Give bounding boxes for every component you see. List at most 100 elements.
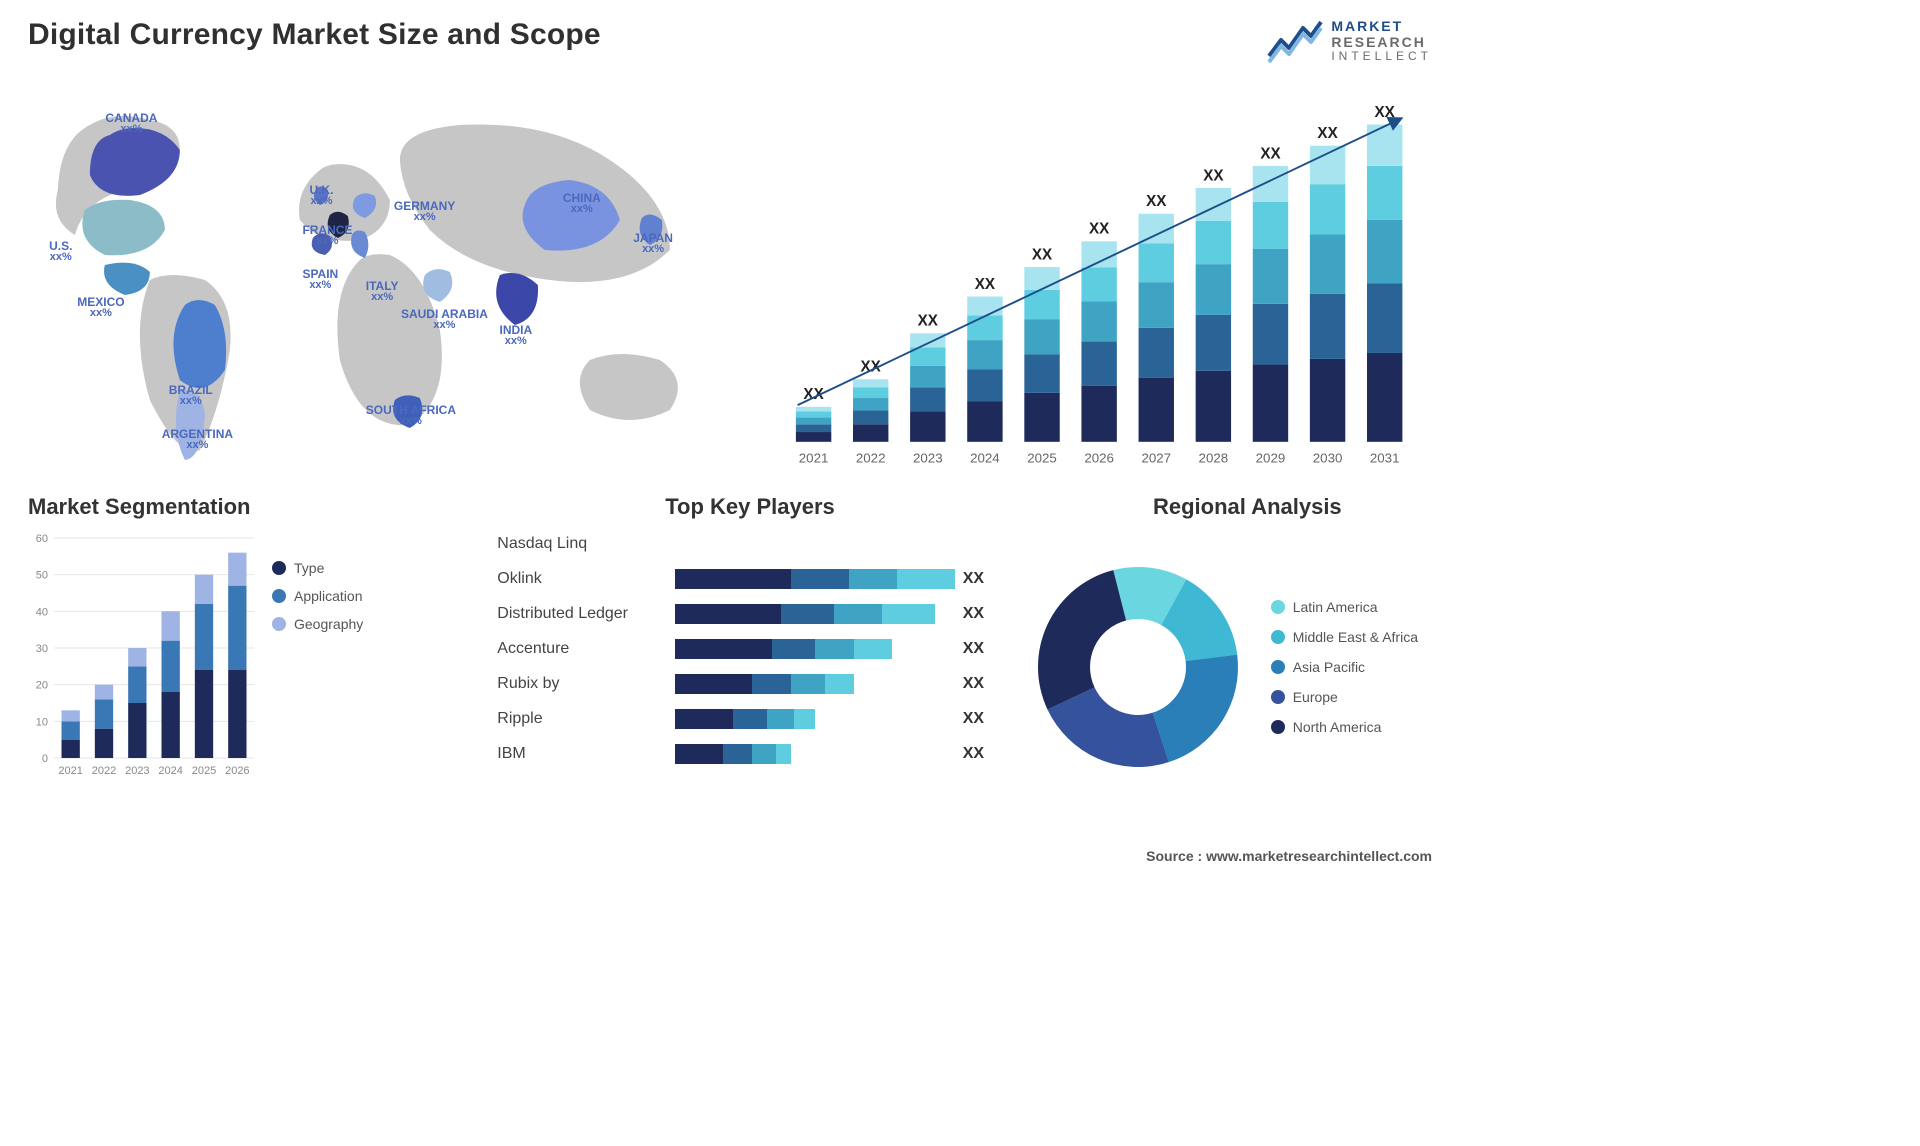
player-value: XX [963,675,1003,693]
logo-mark-icon [1267,18,1323,64]
brand-logo: MARKET RESEARCH INTELLECT [1267,18,1432,64]
svg-text:40: 40 [36,606,48,618]
growth-chart-svg: XX2021XX2022XX2023XX2024XX2025XX2026XX20… [766,80,1432,480]
svg-text:2026: 2026 [225,765,249,777]
player-bar [675,534,954,554]
svg-text:20: 20 [36,680,48,692]
player-row: AccentureXX [497,635,1002,662]
player-row: Distributed Ledger XX [497,600,1002,627]
player-row: RippleXX [497,705,1002,732]
svg-text:2024: 2024 [158,765,182,777]
svg-text:2030: 2030 [1312,451,1342,466]
segmentation-legend-item: Geography [272,616,363,632]
player-row: IBMXX [497,740,1002,767]
page-title: Digital Currency Market Size and Scope [28,18,601,52]
player-name: Rubix by [497,675,667,693]
player-bar [675,709,954,729]
svg-text:2029: 2029 [1255,451,1285,466]
svg-text:2022: 2022 [92,765,116,777]
segmentation-panel: Market Segmentation 01020304050602021202… [28,494,477,804]
svg-text:2023: 2023 [125,765,149,777]
player-value: XX [963,605,1003,623]
logo-line1: MARKET [1331,18,1432,34]
svg-text:XX: XX [1089,221,1110,238]
map-label-india: INDIAxx% [499,324,532,347]
segmentation-legend-item: Type [272,560,363,576]
svg-text:50: 50 [36,570,48,582]
regional-legend-item: North America [1271,719,1418,735]
regional-panel: Regional Analysis Latin America Middle Ea… [1023,494,1472,804]
svg-text:2022: 2022 [856,451,886,466]
regional-legend-item: Middle East & Africa [1271,629,1418,645]
svg-text:30: 30 [36,643,48,655]
header: Digital Currency Market Size and Scope M… [28,18,1432,64]
regional-legend: Latin America Middle East & Africa Asia Pa… [1271,599,1418,735]
svg-text:2027: 2027 [1141,451,1171,466]
svg-text:10: 10 [36,716,48,728]
map-label-italy: ITALYxx% [366,280,399,303]
legend-label: Europe [1293,689,1338,705]
players-panel: Top Key Players Nasdaq LinqOklinkXXDistr… [497,494,1002,804]
svg-text:2026: 2026 [1084,451,1114,466]
legend-label: Type [294,560,324,576]
player-row: Oklink XX [497,565,1002,592]
legend-label: Middle East & Africa [1293,629,1418,645]
segmentation-title: Market Segmentation [28,494,477,520]
map-label-germany: GERMANYxx% [394,200,455,223]
map-label-mexico: MEXICOxx% [77,296,124,319]
svg-text:XX: XX [1374,104,1395,121]
legend-swatch [272,561,286,575]
svg-text:2021: 2021 [798,451,828,466]
player-name: Nasdaq Linq [497,535,667,553]
legend-swatch [272,589,286,603]
segmentation-legend: Type Application Geography [272,560,363,780]
player-name: Distributed Ledger [497,605,667,623]
logo-line2: RESEARCH [1331,34,1432,50]
legend-swatch [1271,660,1285,674]
map-label-argentina: ARGENTINAxx% [162,428,233,451]
player-name: Oklink [497,570,667,588]
player-bar [675,604,954,624]
map-label-south-africa: SOUTH AFRICAxx% [366,404,456,427]
player-value: XX [963,745,1003,763]
svg-text:XX: XX [1260,145,1281,162]
svg-text:2023: 2023 [913,451,943,466]
svg-text:XX: XX [1146,193,1167,210]
legend-swatch [1271,630,1285,644]
svg-text:2025: 2025 [1027,451,1057,466]
regional-legend-item: Asia Pacific [1271,659,1418,675]
map-label-canada: CANADAxx% [105,112,157,135]
legend-label: North America [1293,719,1382,735]
segmentation-chart-svg: 0102030405060202120222023202420252026 [28,530,258,780]
legend-label: Asia Pacific [1293,659,1365,675]
legend-swatch [1271,690,1285,704]
players-title: Top Key Players [497,494,1002,520]
source-label: Source : www.marketresearchintellect.com [1146,848,1432,864]
svg-text:XX: XX [974,276,995,293]
player-bar [675,569,954,589]
legend-label: Latin America [1293,599,1378,615]
regional-donut-svg [1023,552,1253,782]
player-bar [675,674,954,694]
player-row: Rubix by XX [497,670,1002,697]
growth-chart-panel: XX2021XX2022XX2023XX2024XX2025XX2026XX20… [756,80,1432,480]
svg-text:2025: 2025 [192,765,216,777]
map-label-japan: JAPANxx% [633,232,673,255]
legend-swatch [1271,720,1285,734]
map-label-france: FRANCExx% [302,224,352,247]
world-map-panel: CANADAxx%U.S.xx%MEXICOxx%BRAZILxx%ARGENT… [28,80,732,480]
player-value: XX [963,570,1003,588]
legend-label: Application [294,588,363,604]
player-bar [675,744,954,764]
row-bottom: Market Segmentation 01020304050602021202… [28,494,1432,804]
logo-line3: INTELLECT [1331,50,1432,64]
legend-swatch [272,617,286,631]
logo-text: MARKET RESEARCH INTELLECT [1331,18,1432,64]
map-label-saudi-arabia: SAUDI ARABIAxx% [401,308,488,331]
player-bar [675,639,954,659]
regional-title: Regional Analysis [1023,494,1472,520]
player-row: Nasdaq Linq [497,530,1002,557]
map-label-china: CHINAxx% [563,192,601,215]
svg-text:2031: 2031 [1370,451,1400,466]
map-label-spain: SPAINxx% [302,268,338,291]
